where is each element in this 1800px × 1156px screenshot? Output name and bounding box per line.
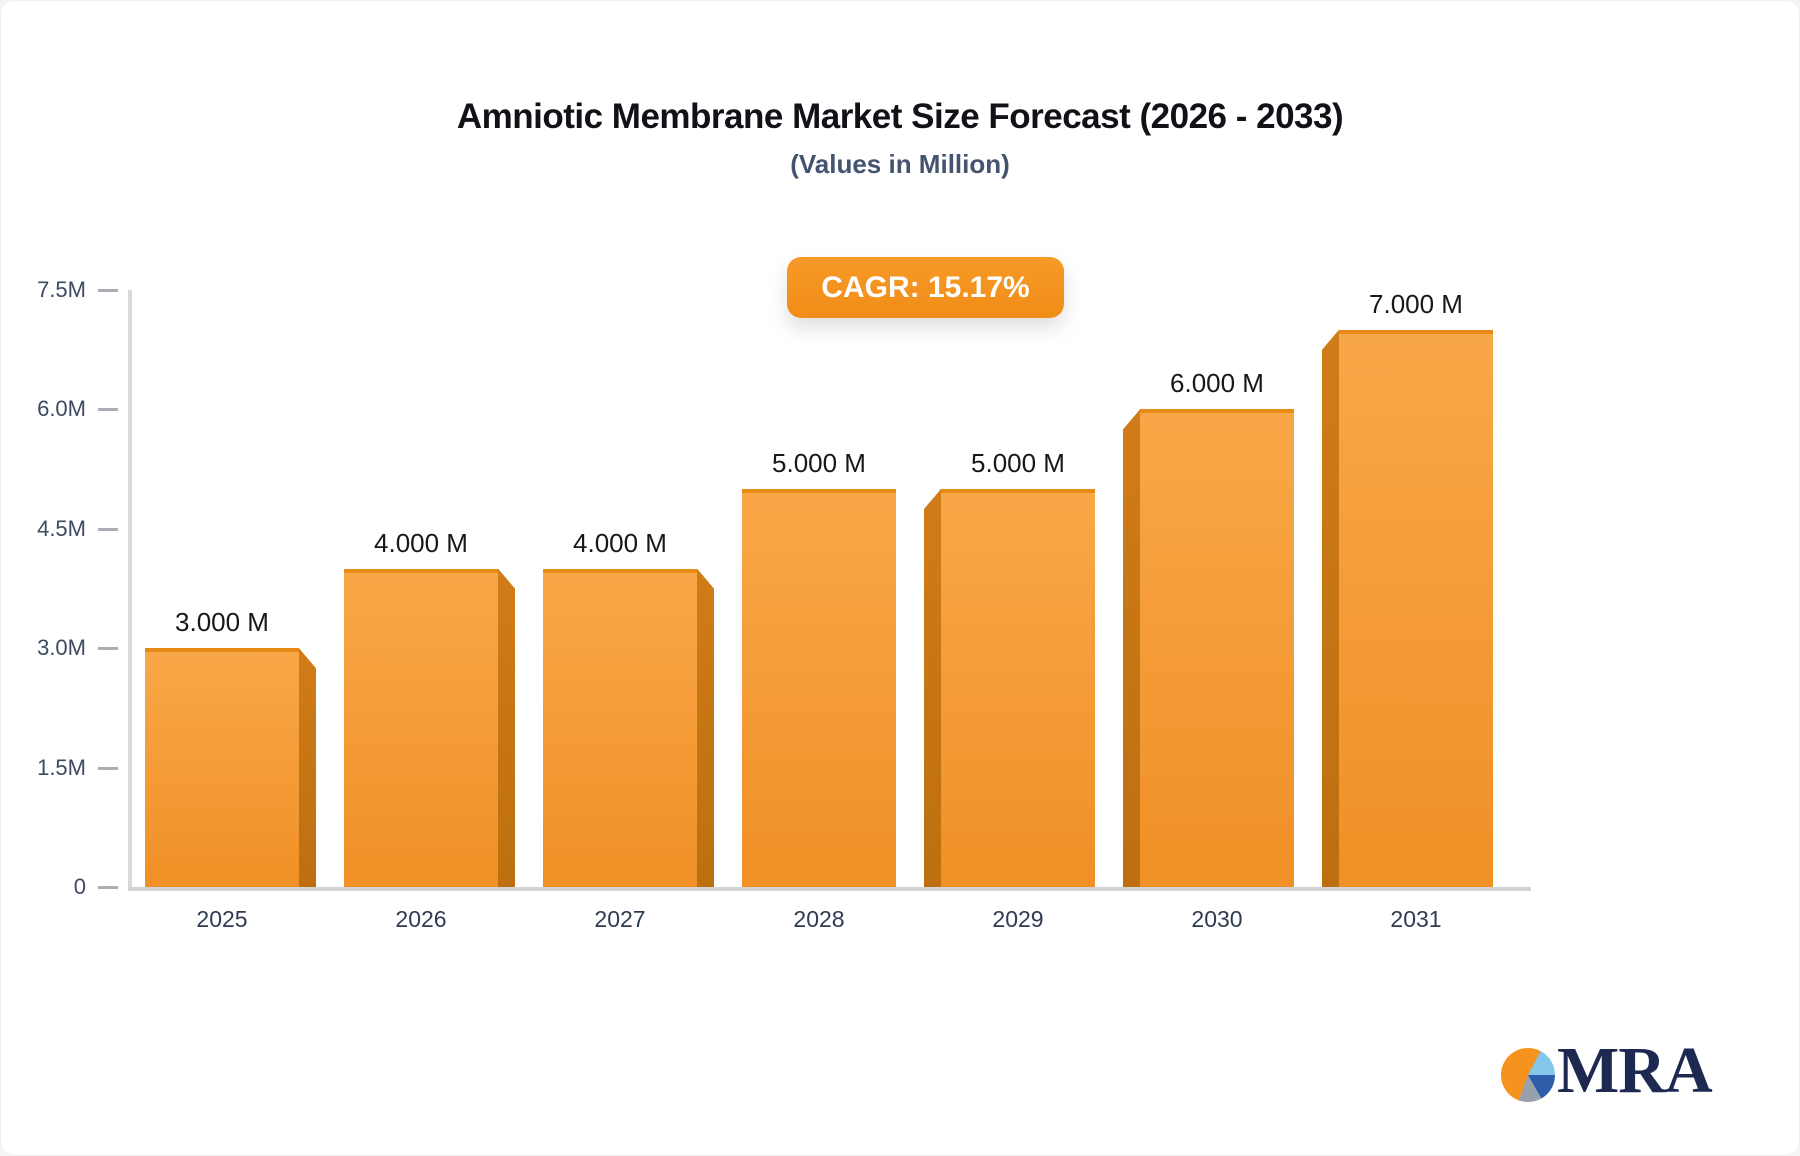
bar-side-2026 [498,568,515,887]
y-tick-label: 1.5M [37,754,86,780]
bar-front-2026 [344,568,498,887]
y-tick-dash [98,647,118,651]
bar-front-2031 [1339,329,1493,887]
bar-side-2030 [1123,409,1140,887]
bar-value-label: 4.000 M [374,527,468,558]
y-tick-label: 0 [73,874,86,899]
y-tick-dash [98,766,118,770]
bar-side-2027 [697,568,714,887]
y-tick-dash [98,886,118,889]
y-tick-dash [98,527,118,531]
x-axis-line [128,887,1531,891]
y-tick-label: 3.0M [37,635,86,661]
bar-side-2025 [299,648,316,887]
bar-front-2029 [941,489,1095,887]
chart-subtitle: (Values in Million) [790,149,1010,179]
plot-area: 0 1.5M 3.0M 4.5M 6.0M 7.5M 3.000 M 2025 4.000 M 2… [37,277,1531,932]
y-axis-line [128,290,132,891]
brand-logo: MRA [1501,1031,1751,1111]
y-tick-label: 7.5M [37,277,86,302]
bar-value-label: 4.000 M [573,527,667,558]
bar-value-label: 7.000 M [1369,288,1463,319]
bar-front-2028 [742,489,896,887]
cagr-badge: CAGR: 15.17% [787,257,1064,318]
x-category-label: 2029 [992,906,1044,932]
bar-front-2025 [145,648,299,887]
chart-title: Amniotic Membrane Market Size Forecast (… [456,97,1344,136]
x-category-label: 2026 [395,906,447,932]
bar-value-label: 5.000 M [971,448,1065,478]
y-tick-label: 4.5M [37,515,86,541]
pie-chart-icon [1501,1048,1555,1102]
y-tick-dash [98,289,118,292]
bar-front-2027 [543,568,697,887]
x-category-label: 2028 [793,906,845,932]
bar-value-label: 5.000 M [772,448,866,478]
x-category-label: 2030 [1191,906,1243,932]
x-category-label: 2027 [594,906,646,932]
y-tick-label: 6.0M [37,396,86,422]
x-category-label: 2031 [1390,906,1442,932]
bar-value-label: 6.000 M [1170,368,1264,399]
bar-side-2029 [924,489,941,887]
bar-front-2030 [1140,409,1294,887]
y-tick-dash [98,408,118,412]
bar-value-label: 3.000 M [175,607,269,638]
bar-side-2031 [1322,329,1339,887]
logo-text: MRA [1557,1034,1713,1107]
x-category-label: 2025 [196,906,248,932]
